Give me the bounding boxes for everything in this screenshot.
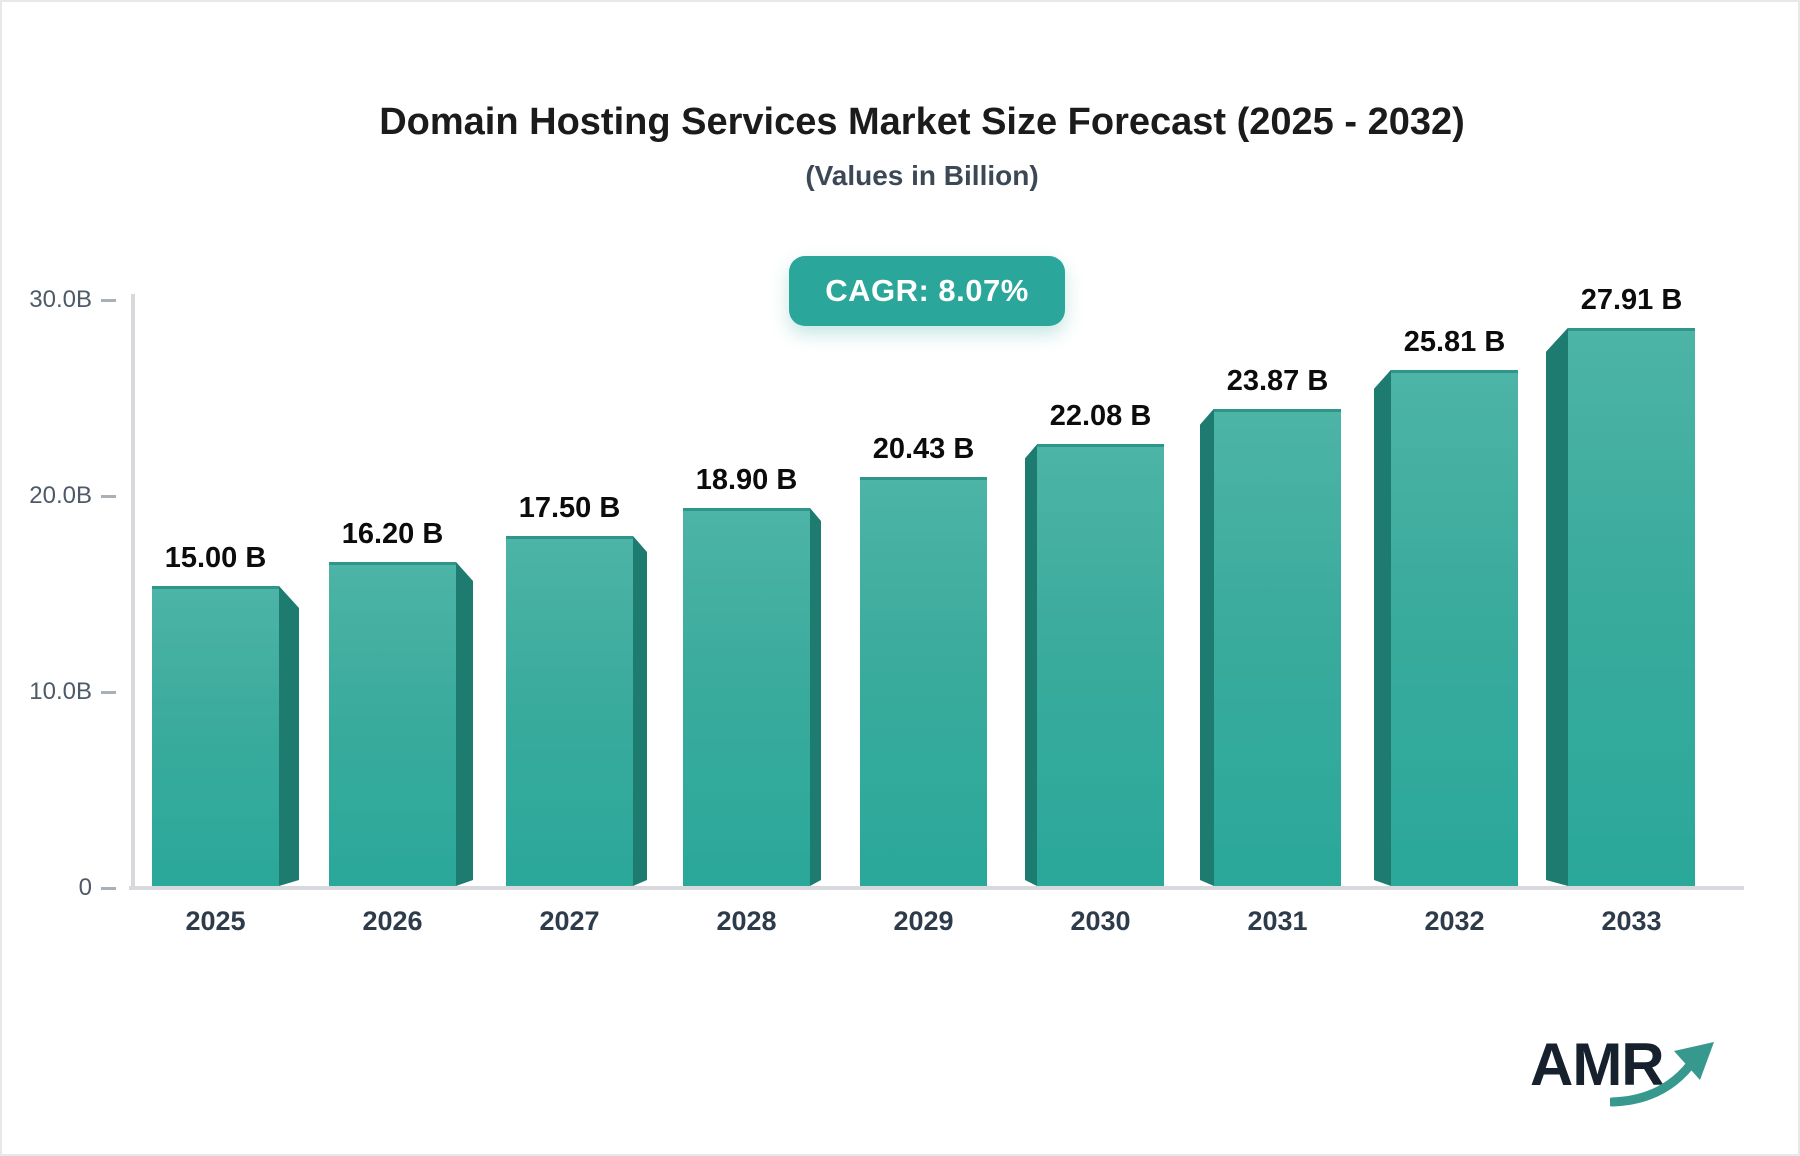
y-tick-label: 0 — [78, 874, 92, 901]
y-tick-dash — [101, 690, 116, 694]
x-tick-label: 2032 — [1424, 906, 1485, 936]
chart-subtitle: (Values in Billion) — [805, 159, 1039, 191]
value-label: 22.08 B — [1049, 400, 1152, 433]
x-tick-label: 2026 — [362, 906, 423, 936]
y-tick-label: 20.0B — [29, 482, 92, 509]
value-label: 25.81 B — [1403, 325, 1506, 358]
amr-logo: AMR — [1530, 1030, 1760, 1120]
bar-2030 — [1037, 444, 1164, 886]
value-label: 15.00 B — [164, 542, 267, 574]
bar-side-face — [1025, 444, 1037, 886]
bar-2032 — [1391, 369, 1518, 886]
chart-header: Domain Hosting Services Market Size Fore… — [42, 2, 1798, 192]
bar-side-face — [1374, 370, 1391, 886]
value-label: 18.90 B — [695, 464, 798, 496]
y-tick-label: 10.0B — [29, 678, 92, 705]
bar-2029 — [860, 477, 987, 886]
bar-2033 — [1568, 327, 1695, 886]
bar-side-face — [1546, 328, 1568, 886]
x-tick-label: 2028 — [716, 906, 777, 936]
bar-side-face — [633, 536, 647, 886]
bar-2026 — [329, 562, 456, 886]
x-tick-label: 2027 — [539, 906, 600, 936]
y-tick-dash — [101, 886, 116, 890]
y-tick-dash — [101, 494, 116, 498]
bar-side-face — [1200, 409, 1214, 886]
y-tick-label: 30.0B — [29, 286, 92, 313]
x-tick-label: 2031 — [1247, 906, 1308, 936]
y-axis-line — [131, 294, 135, 890]
bar-2031 — [1214, 408, 1341, 886]
x-tick-label: 2025 — [185, 906, 246, 936]
x-tick-label: 2029 — [893, 906, 954, 936]
value-label: 27.91 B — [1580, 283, 1683, 316]
bar-side-face — [456, 562, 473, 886]
bar-side-face — [810, 508, 821, 886]
amr-logo-text: AMR — [1530, 1031, 1665, 1098]
value-label: 16.20 B — [341, 518, 444, 550]
x-tick-label: 2033 — [1601, 906, 1662, 936]
cagr-badge-label: CAGR: 8.07% — [825, 273, 1029, 308]
bar-2027 — [506, 536, 633, 886]
bar-2025 — [152, 586, 279, 886]
x-axis-line — [129, 886, 1744, 890]
growth-arrow-icon — [1610, 1042, 1714, 1107]
x-tick-label: 2030 — [1070, 906, 1131, 936]
bar-2028 — [683, 508, 810, 886]
value-label: 20.43 B — [872, 433, 975, 466]
chart-title: Domain Hosting Services Market Size Fore… — [379, 101, 1465, 143]
value-label: 23.87 B — [1226, 364, 1329, 397]
cagr-badge: CAGR: 8.07% — [789, 256, 1065, 326]
y-tick-dash — [101, 298, 116, 302]
value-label: 17.50 B — [518, 492, 621, 524]
bar-side-face — [279, 586, 299, 886]
